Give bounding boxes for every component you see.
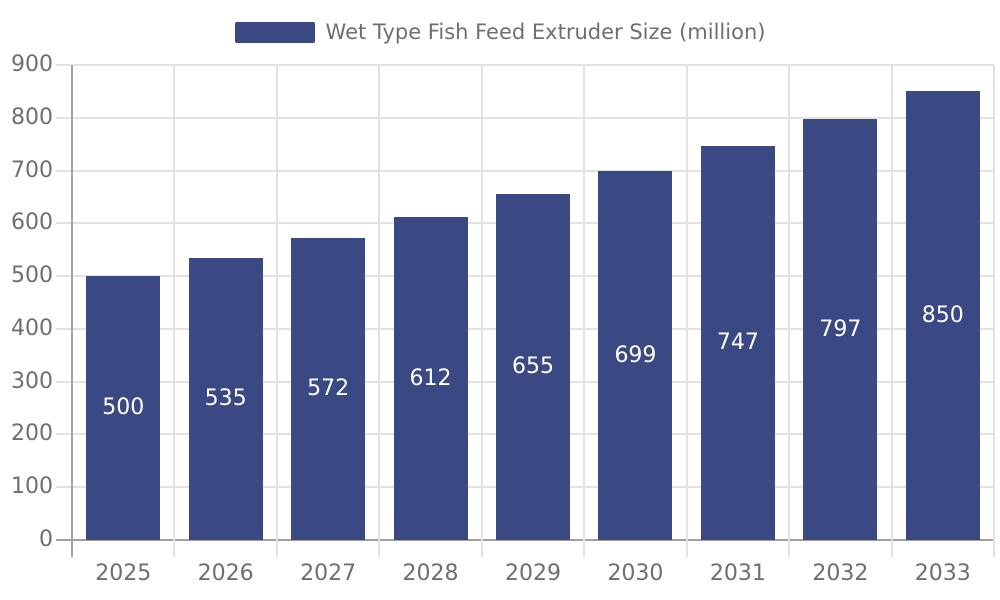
v-gridline bbox=[890, 65, 893, 557]
bar-value-label: 850 bbox=[921, 302, 964, 328]
x-tick-label: 2029 bbox=[505, 561, 561, 586]
y-tick-label: 200 bbox=[11, 421, 53, 447]
y-tick-label: 300 bbox=[11, 368, 53, 394]
v-gridline bbox=[583, 65, 586, 557]
x-tick-label: 2031 bbox=[709, 561, 766, 586]
bar-2025[interactable]: 500 bbox=[86, 276, 161, 540]
y-tick-label: 0 bbox=[39, 527, 53, 552]
x-tick-label: 2032 bbox=[812, 561, 869, 586]
bar-value-label: 797 bbox=[819, 316, 862, 342]
x-tick-label: 2027 bbox=[300, 561, 357, 586]
bar-2027[interactable]: 572 bbox=[291, 238, 366, 540]
v-gridline bbox=[480, 65, 483, 557]
v-gridline bbox=[275, 65, 278, 557]
bar-value-label: 612 bbox=[409, 365, 452, 391]
bar-2028[interactable]: 612 bbox=[393, 217, 468, 540]
legend-swatch[interactable] bbox=[234, 21, 315, 43]
v-gridline bbox=[993, 65, 995, 557]
bar-2031[interactable]: 747 bbox=[700, 145, 775, 540]
bar-2030[interactable]: 699 bbox=[598, 171, 673, 540]
bar-value-label: 500 bbox=[102, 395, 145, 421]
y-tick-label: 800 bbox=[11, 104, 53, 130]
v-gridline bbox=[685, 65, 688, 557]
y-axis-line bbox=[71, 65, 73, 557]
y-tick-label: 500 bbox=[11, 263, 53, 289]
y-tick-label: 700 bbox=[11, 157, 53, 183]
bar-2026[interactable]: 535 bbox=[188, 257, 263, 540]
h-gridline bbox=[56, 169, 994, 172]
v-gridline bbox=[173, 65, 176, 557]
bar-value-label: 655 bbox=[512, 354, 554, 380]
x-tick-label: 2025 bbox=[95, 561, 152, 586]
bar-2033[interactable]: 850 bbox=[905, 91, 980, 540]
y-tick-label: 400 bbox=[11, 315, 53, 341]
bar-value-label: 699 bbox=[614, 342, 657, 368]
bar-2032[interactable]: 797 bbox=[803, 119, 878, 540]
x-tick-label: 2026 bbox=[197, 561, 254, 586]
x-axis-line bbox=[56, 539, 994, 541]
h-gridline bbox=[56, 64, 994, 66]
x-tick-label: 2030 bbox=[607, 561, 664, 586]
x-tick-label: 2028 bbox=[402, 561, 459, 586]
x-tick-label: 2033 bbox=[914, 561, 971, 586]
bar-value-label: 747 bbox=[716, 329, 759, 355]
bar-2029[interactable]: 655 bbox=[496, 194, 570, 540]
bar-value-label: 535 bbox=[204, 385, 247, 411]
v-gridline bbox=[378, 65, 381, 557]
bar-value-label: 572 bbox=[307, 376, 350, 402]
legend: Wet Type Fish Feed Extruder Size (millio… bbox=[0, 18, 1000, 46]
legend-label[interactable]: Wet Type Fish Feed Extruder Size (millio… bbox=[325, 20, 766, 44]
h-gridline bbox=[56, 116, 994, 119]
y-tick-label: 600 bbox=[11, 210, 53, 236]
v-gridline bbox=[788, 65, 791, 557]
y-tick-label: 100 bbox=[11, 474, 53, 500]
y-tick-label: 900 bbox=[11, 52, 53, 77]
